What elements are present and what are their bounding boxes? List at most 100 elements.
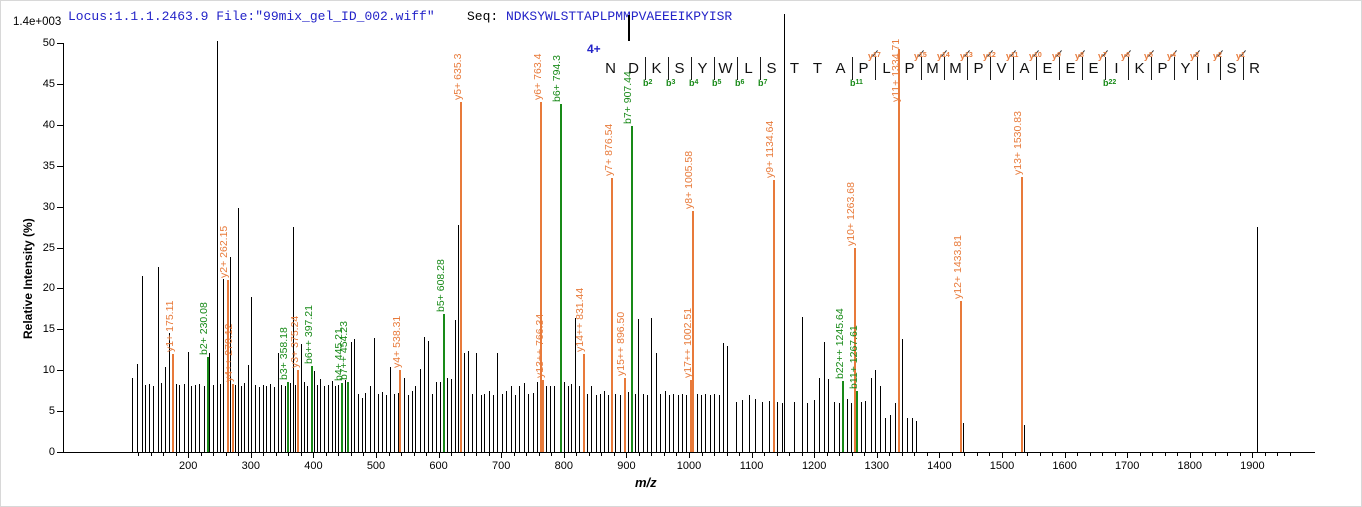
- residue-letter: L: [882, 60, 891, 77]
- b-ion-peak: [206, 357, 209, 452]
- peak: [374, 338, 376, 452]
- peak: [575, 317, 577, 452]
- residue-letter: E: [1042, 60, 1053, 77]
- peak: [768, 401, 770, 452]
- peak: [860, 402, 862, 452]
- peak: [506, 390, 508, 452]
- peak: [307, 385, 309, 452]
- peak: [528, 393, 530, 452]
- peak: [894, 402, 896, 452]
- peak: [397, 393, 399, 452]
- peak: [907, 418, 909, 452]
- x-axis-title: m/z: [635, 475, 657, 490]
- peak: [783, 14, 785, 452]
- residue-letter: K: [1134, 60, 1145, 77]
- y-ion-peak: [623, 378, 626, 452]
- peak: [258, 386, 260, 452]
- x-axis-minor-tick: [1152, 452, 1154, 456]
- peak: [165, 366, 167, 452]
- x-axis-minor-tick: [338, 452, 340, 456]
- peak: [369, 385, 371, 452]
- x-axis-tick-label: 1000: [676, 460, 702, 472]
- x-axis-tick: [438, 452, 440, 458]
- y-axis-tick: [57, 83, 63, 85]
- x-axis-tick: [501, 452, 503, 458]
- b-ion-map-label: b7: [758, 78, 768, 88]
- peak: [386, 394, 388, 452]
- y-ion-peak-label: y15++ 896.50: [615, 312, 628, 377]
- y-axis-tick: [57, 165, 63, 167]
- peak: [794, 402, 796, 452]
- y-axis-tick: [57, 370, 63, 372]
- residue-letter: W: [718, 60, 733, 77]
- x-axis-minor-tick: [488, 452, 490, 456]
- x-axis-minor-tick: [826, 452, 828, 456]
- peak: [320, 379, 322, 452]
- y-ion-peak-label: y10+ 1263.68: [845, 181, 858, 246]
- y-ion-map-label: y2: [1213, 51, 1222, 61]
- y-ion-peak-label: y4+ 538.31: [390, 315, 403, 369]
- y-ion-map-label: y11: [1006, 51, 1019, 61]
- residue-t-9: T: [806, 58, 829, 80]
- peak: [350, 341, 352, 452]
- peak: [591, 385, 593, 452]
- y-axis-line: [63, 43, 64, 452]
- cleavage-separator: [1013, 57, 1014, 80]
- b-ion-peak: [842, 380, 845, 452]
- b-ion-peak-label: b11+ 1267.61: [847, 324, 860, 389]
- x-axis-minor-tick: [714, 452, 716, 456]
- x-axis-minor-tick: [1027, 452, 1029, 456]
- peak: [468, 351, 470, 452]
- peak: [191, 385, 193, 452]
- peak: [344, 380, 346, 452]
- y-ion-peak: [540, 101, 543, 452]
- x-axis-minor-tick: [638, 452, 640, 456]
- y-axis-tick: [57, 452, 63, 453]
- x-axis-minor-tick: [363, 452, 365, 456]
- x-axis-minor-tick: [1239, 452, 1241, 456]
- peak: [338, 384, 340, 452]
- residue-letter: Y: [1180, 60, 1191, 77]
- x-axis-tick-label: 300: [241, 460, 260, 472]
- cleavage-separator: [944, 57, 945, 80]
- cleavage-separator: [1036, 57, 1037, 80]
- x-axis-minor-tick: [213, 452, 215, 456]
- peak: [277, 353, 279, 452]
- peak: [851, 402, 853, 452]
- residue-letter: E: [1088, 60, 1099, 77]
- x-axis-minor-tick: [864, 452, 866, 456]
- peak: [647, 394, 649, 452]
- residue-letter: Y: [697, 60, 708, 77]
- b-ion-peak-label: b7++ 454.23: [338, 321, 351, 381]
- x-axis-minor-tick: [175, 452, 177, 456]
- cleavage-separator: [1128, 57, 1129, 80]
- cleavage-separator: [1220, 57, 1221, 80]
- x-axis-minor-tick: [776, 452, 778, 456]
- y-ion-map-label: y5: [1144, 51, 1153, 61]
- peak: [188, 352, 190, 452]
- x-axis-tick: [563, 452, 565, 458]
- peak: [705, 393, 707, 452]
- peak: [247, 365, 249, 452]
- peak: [292, 227, 294, 452]
- peak: [377, 393, 379, 452]
- peak: [361, 398, 363, 452]
- x-axis-minor-tick: [538, 452, 540, 456]
- cleavage-separator: [737, 57, 738, 80]
- peak: [762, 402, 764, 452]
- y-ion-map-label: y15: [914, 51, 927, 61]
- peak: [419, 369, 421, 452]
- y-ion-peak: [691, 210, 694, 452]
- x-axis-minor-tick: [1114, 452, 1116, 456]
- peak: [407, 394, 409, 452]
- peak: [889, 415, 891, 452]
